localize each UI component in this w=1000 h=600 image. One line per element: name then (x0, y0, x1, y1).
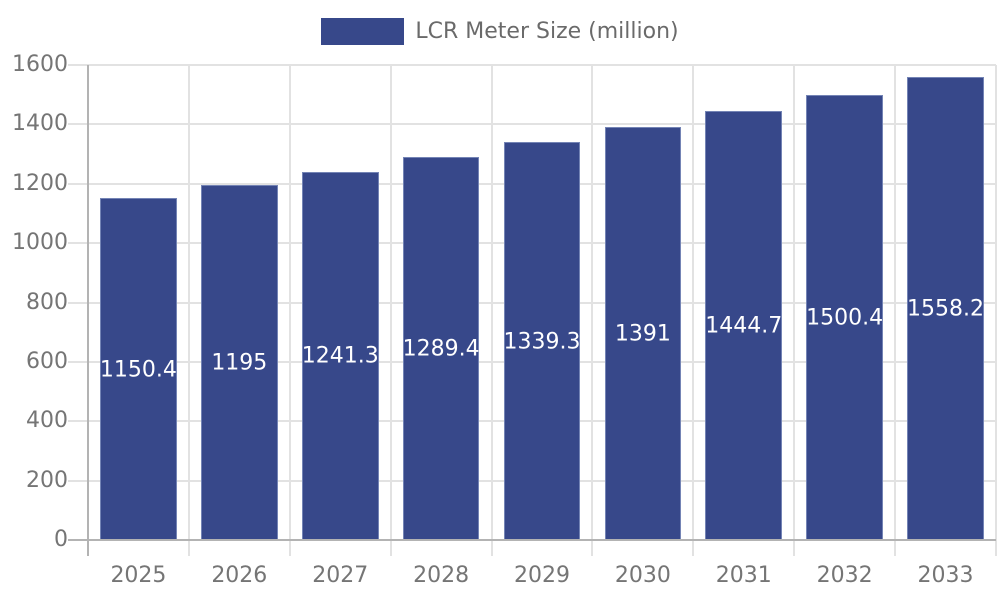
legend-label: LCR Meter Size (million) (415, 19, 679, 44)
y-axis-label: 600 (26, 348, 68, 374)
y-axis-label: 1200 (12, 170, 68, 196)
bar-value-label: 1391 (614, 321, 671, 347)
x-axis-label: 2027 (312, 563, 369, 588)
bar: 1289.4 (403, 157, 480, 540)
y-axis-label: 800 (26, 289, 68, 315)
x-axis-line (68, 539, 996, 541)
x-axis-label: 2026 (211, 563, 268, 588)
x-axis-label: 2033 (917, 563, 974, 588)
x-axis-label: 2031 (715, 563, 772, 588)
x-axis-label: 2029 (513, 563, 570, 588)
bar: 1195 (200, 185, 278, 540)
bar-value-label: 1500.4 (806, 305, 884, 331)
bar-value-label: 1444.7 (705, 313, 783, 339)
bar: 1339.3 (503, 142, 581, 540)
bar-value-label: 1195 (211, 350, 268, 376)
gridline-vertical (389, 65, 392, 556)
gridline-horizontal (68, 123, 996, 126)
y-axis-line (87, 65, 89, 556)
gridline-vertical (187, 65, 190, 556)
gridline-vertical (490, 65, 493, 556)
plot-area: 0 200 400 600 800 1000 1200 1400 1600 1150.4 2025 1… (12, 52, 997, 588)
bar: 1500.4 (806, 94, 884, 540)
x-axis-label: 2030 (614, 563, 671, 588)
legend-swatch (321, 18, 405, 45)
gridline-vertical (692, 65, 695, 556)
y-axis-label: 1600 (12, 52, 68, 77)
y-axis-label: 200 (26, 467, 68, 493)
bar: 1391 (604, 127, 682, 540)
y-axis-label: 0 (54, 527, 68, 552)
bar: 1150.4 (100, 198, 177, 540)
y-axis-label: 1400 (12, 111, 68, 137)
gridline-vertical (591, 65, 594, 556)
x-axis-label: 2032 (816, 563, 873, 588)
gridline-vertical (793, 65, 796, 556)
bar-value-label: 1289.4 (402, 336, 480, 362)
bar: 1241.3 (301, 171, 379, 540)
x-axis-label: 2028 (413, 563, 470, 588)
y-axis-label: 1000 (12, 230, 68, 256)
bar-value-label: 1558.2 (907, 296, 985, 322)
gridline-vertical (288, 65, 291, 556)
bar-value-label: 1339.3 (503, 329, 581, 355)
bar: 1558.2 (907, 77, 984, 540)
bar: 1444.7 (705, 111, 782, 540)
gridline-vertical (894, 65, 897, 556)
legend: LCR Meter Size (million) (0, 18, 1000, 45)
x-axis-label: 2025 (110, 563, 167, 588)
gridline-horizontal (68, 64, 996, 66)
bar-value-label: 1241.3 (301, 343, 379, 369)
y-axis-label: 400 (26, 408, 68, 434)
bar-value-label: 1150.4 (99, 357, 177, 383)
gridline-vertical (995, 65, 997, 556)
